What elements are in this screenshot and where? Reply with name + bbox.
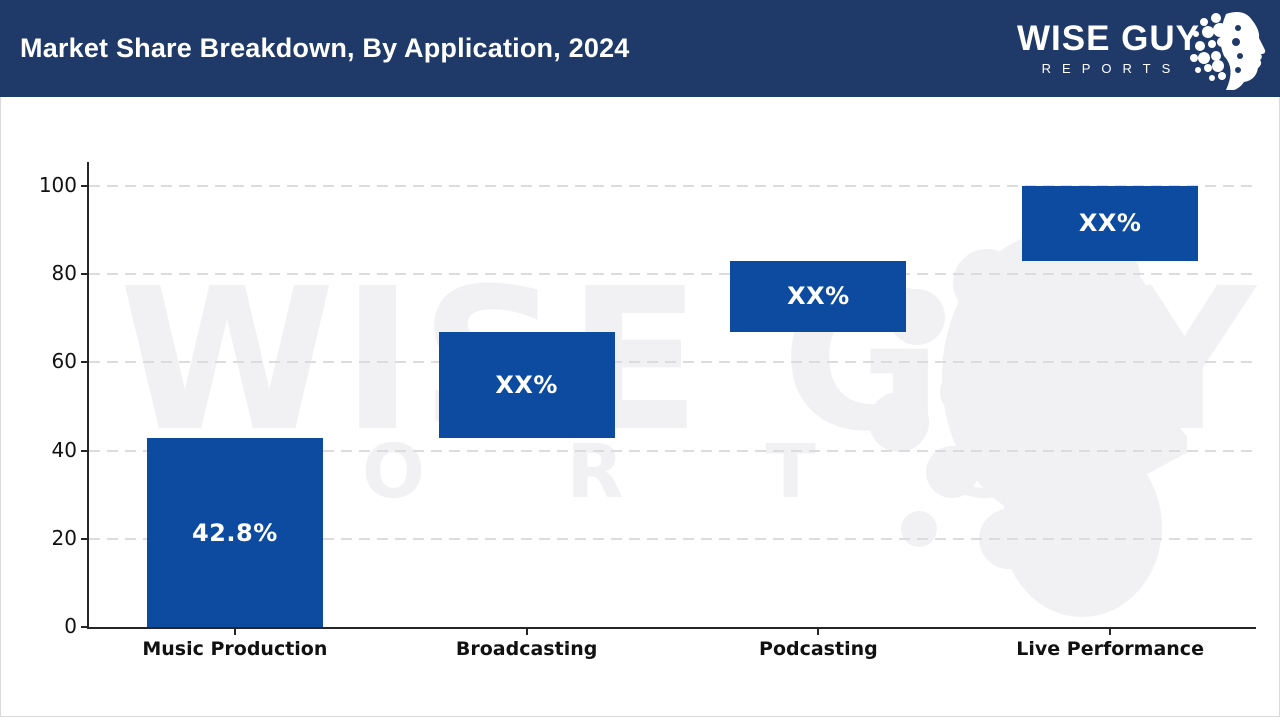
plot-area: 0 20 40 60 80 100 42.8% Music Production XX% Broa… (1, 97, 1279, 716)
gridline-20 (89, 537, 1256, 540)
y-tick-mark (81, 537, 89, 540)
x-tick-mark (1109, 627, 1112, 635)
y-axis-line (87, 162, 89, 629)
brand-logo: WISE GUY REPORTS (1016, 6, 1266, 92)
brand-name: WISE GUY (1016, 19, 1200, 58)
bar-value-label: XX% (1078, 209, 1142, 238)
gridline-80 (89, 273, 1256, 276)
gridline-100 (89, 185, 1256, 187)
y-tick-mark (81, 449, 89, 452)
x-tick-mark (817, 627, 820, 635)
bar-value-label: XX% (495, 370, 558, 399)
header-bar: Market Share Breakdown, By Application, … (0, 0, 1280, 97)
x-axis-label: Music Production (142, 638, 328, 660)
y-tick-label: 20 (51, 525, 77, 550)
y-tick-label: 0 (64, 614, 77, 638)
bar-live-performance: XX% (1022, 186, 1199, 261)
y-tick-mark (81, 626, 89, 628)
brand-subtitle: REPORTS (1041, 61, 1182, 76)
x-axis-label: Live Performance (1016, 638, 1204, 660)
bar-music-production: 42.8% (146, 438, 323, 627)
x-axis-label: Podcasting (759, 638, 878, 660)
bar-podcasting: XX% (730, 260, 907, 332)
bar-value-label: XX% (787, 282, 850, 311)
bar-broadcasting: XX% (438, 331, 615, 439)
y-tick-label: 100 (38, 173, 77, 197)
gridline-60 (89, 361, 1256, 364)
y-tick-label: 80 (51, 261, 77, 286)
y-tick-mark (81, 273, 89, 276)
y-tick-mark (81, 361, 89, 364)
watermark-head-icon (869, 229, 1187, 617)
x-axis-line (87, 627, 1256, 629)
bar-value-label: 42.8% (191, 518, 278, 547)
gridline-40 (89, 449, 1256, 452)
y-tick-label: 40 (51, 437, 77, 462)
brand-logo-text: WISE GUY REPORTS (1016, 19, 1200, 77)
chart-canvas: WISE GUY P O R T S 0 20 40 60 80 100 42.8% Musi… (0, 97, 1280, 717)
x-tick-mark (233, 627, 236, 635)
page-title: Market Share Breakdown, By Application, … (20, 33, 630, 63)
y-tick-mark (81, 185, 89, 187)
x-axis-label: Broadcasting (455, 638, 598, 660)
x-tick-mark (525, 627, 528, 635)
head-profile-icon (1190, 12, 1266, 90)
y-tick-label: 60 (51, 349, 77, 374)
